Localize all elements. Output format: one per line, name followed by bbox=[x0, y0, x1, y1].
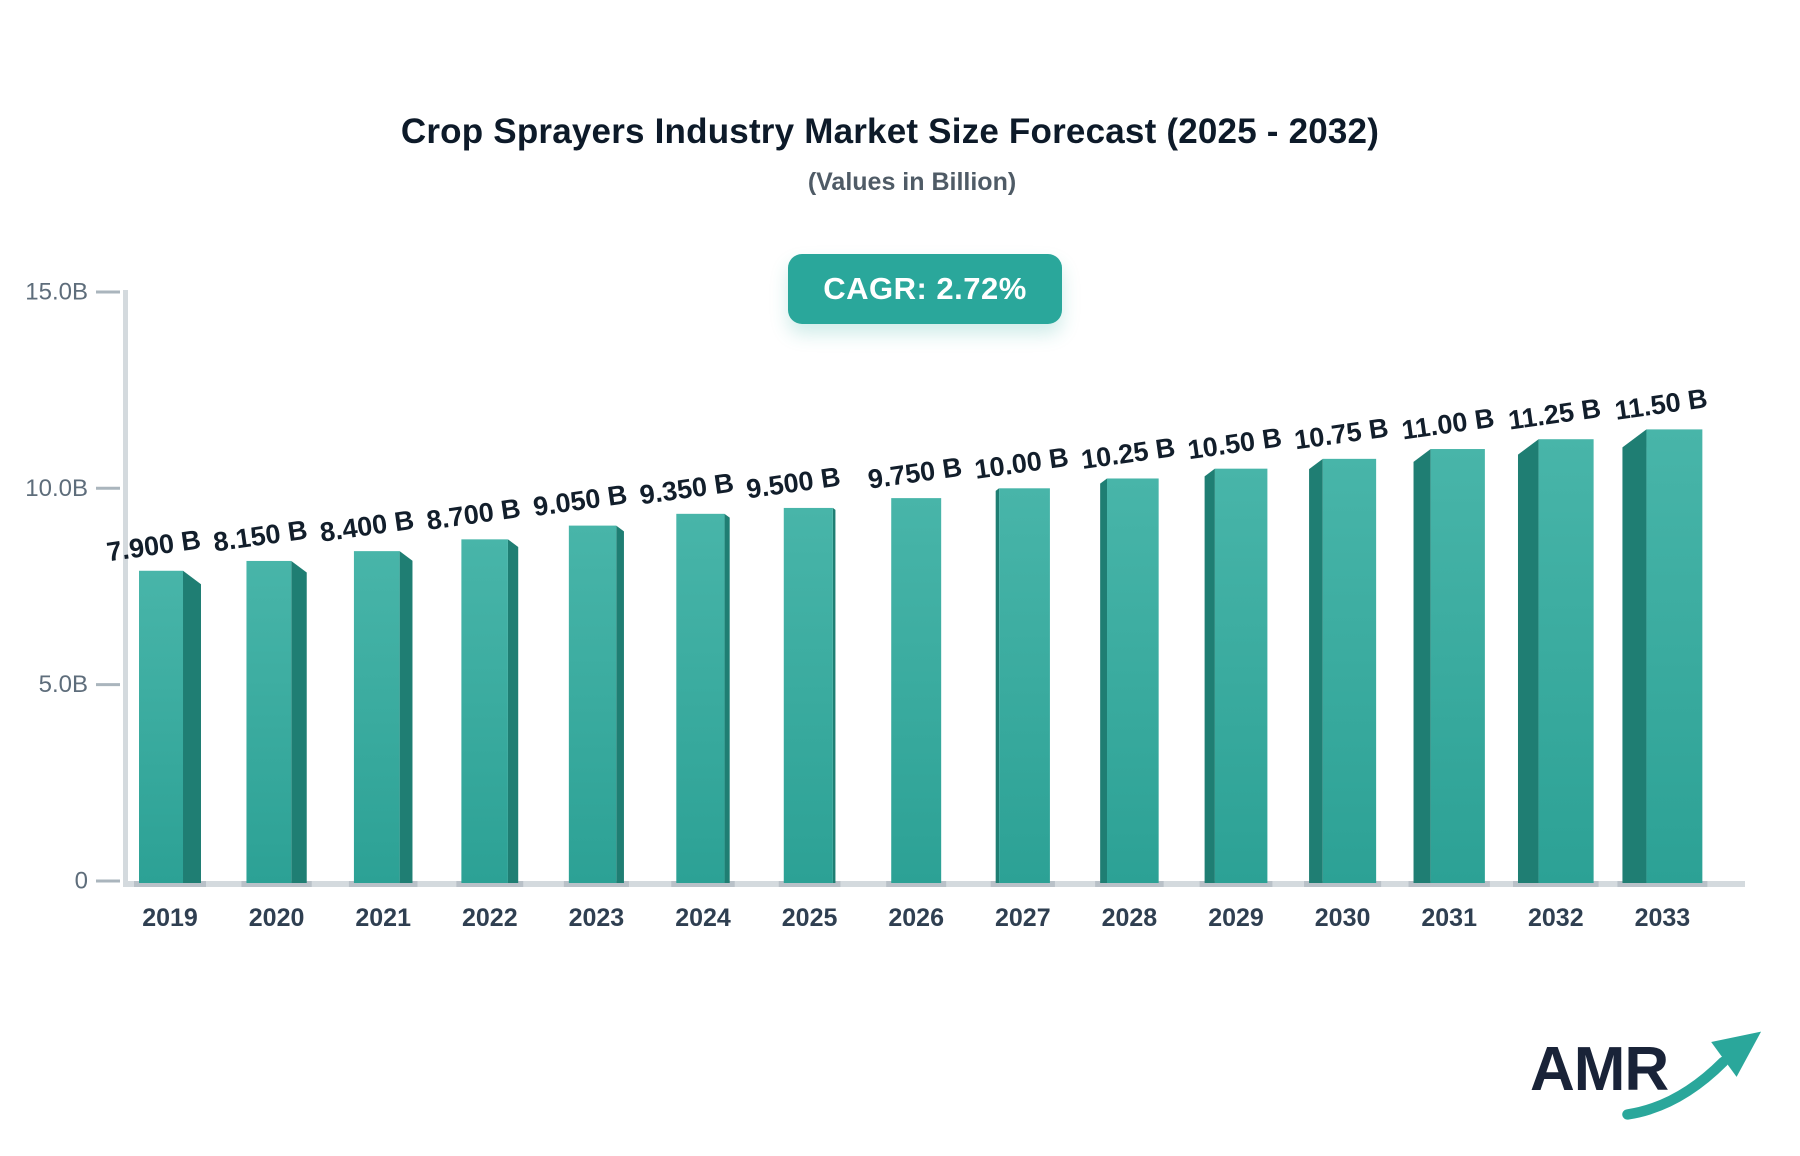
bar-2030 bbox=[1322, 458, 1377, 883]
bar-value-label-2024: 9.350 B bbox=[638, 467, 736, 510]
x-axis-label-2021: 2021 bbox=[355, 904, 411, 932]
bar-base-shadow bbox=[671, 881, 735, 887]
bar-2023 bbox=[568, 525, 617, 883]
bar-2020 bbox=[246, 560, 292, 883]
bar-base-shadow bbox=[1512, 881, 1599, 887]
bar-2019 bbox=[139, 570, 184, 883]
bar-value-label-2023: 9.050 B bbox=[531, 479, 629, 522]
bar-value-label-2026: 9.750 B bbox=[866, 452, 964, 495]
y-tick-label: 5.0B bbox=[39, 671, 88, 698]
cagr-badge-label: CAGR: 2.72% bbox=[823, 271, 1027, 306]
bar-2028 bbox=[1107, 478, 1159, 883]
bar-side-2024 bbox=[724, 513, 730, 883]
x-axis-label-2022: 2022 bbox=[462, 904, 518, 932]
bar-base-shadow bbox=[1304, 881, 1382, 887]
x-axis-label-2020: 2020 bbox=[249, 904, 305, 932]
bar-base-shadow bbox=[1199, 881, 1273, 887]
bar-side-2027 bbox=[995, 488, 1000, 883]
bar-2022 bbox=[461, 539, 508, 883]
bar-value-label-2019: 7.900 B bbox=[105, 524, 203, 567]
y-tick-label: 15.0B bbox=[25, 278, 88, 305]
x-axis-label-2024: 2024 bbox=[675, 904, 731, 932]
bar-side-2029 bbox=[1204, 468, 1215, 883]
bar-value-label-2032: 11.25 B bbox=[1506, 393, 1602, 436]
bar-2029 bbox=[1214, 468, 1268, 883]
bar-value-label-2030: 10.75 B bbox=[1292, 412, 1390, 455]
bar-side-2033 bbox=[1622, 429, 1647, 883]
y-tick-label: 0 bbox=[75, 868, 88, 895]
y-axis-line bbox=[123, 290, 128, 884]
bar-2026 bbox=[891, 498, 942, 883]
growth-arrow-icon bbox=[1622, 1031, 1762, 1120]
bar-2033 bbox=[1646, 429, 1703, 883]
chart-subtitle: (Values in Billion) bbox=[807, 168, 1017, 196]
bar-side-2021 bbox=[399, 551, 413, 883]
bar-value-label-2033: 11.50 B bbox=[1613, 383, 1709, 426]
bar-2032 bbox=[1538, 439, 1594, 883]
x-axis-label-2026: 2026 bbox=[888, 904, 944, 932]
bar-base-shadow bbox=[1095, 881, 1164, 887]
bar-side-2030 bbox=[1309, 458, 1323, 883]
bar-base-shadow bbox=[241, 881, 312, 887]
bar-value-label-2020: 8.150 B bbox=[211, 515, 309, 558]
bar-side-2031 bbox=[1413, 449, 1431, 883]
x-axis-label-2030: 2030 bbox=[1315, 904, 1371, 932]
bar-base-shadow bbox=[348, 881, 418, 887]
bar-side-2025 bbox=[832, 507, 836, 883]
x-axis-label-2028: 2028 bbox=[1102, 904, 1158, 932]
x-axis-label-2025: 2025 bbox=[782, 904, 838, 932]
bar-base-shadow bbox=[1408, 881, 1490, 887]
amr-logo-text: AMR bbox=[1530, 1035, 1669, 1104]
y-tick-label: 10.0B bbox=[25, 475, 88, 502]
bar-value-label-2031: 11.00 B bbox=[1400, 403, 1496, 446]
x-axis-label-2029: 2029 bbox=[1208, 904, 1264, 932]
bar-base-shadow bbox=[134, 881, 206, 887]
bar-side-2032 bbox=[1517, 439, 1539, 883]
bar-side-2020 bbox=[291, 560, 307, 883]
bar-value-label-2021: 8.400 B bbox=[318, 505, 416, 548]
bar-value-label-2028: 10.25 B bbox=[1079, 432, 1177, 475]
cagr-badge: CAGR: 2.72% bbox=[788, 254, 1062, 324]
bar-side-2028 bbox=[1100, 478, 1108, 883]
bar-base-shadow bbox=[563, 881, 629, 887]
bar-base-shadow bbox=[1617, 881, 1708, 887]
x-axis-label-2027: 2027 bbox=[995, 904, 1051, 932]
bar-2021 bbox=[353, 551, 400, 883]
x-axis-label-2023: 2023 bbox=[569, 904, 625, 932]
bar-2024 bbox=[676, 513, 725, 883]
bar-base-shadow bbox=[886, 881, 947, 887]
x-axis-label-2031: 2031 bbox=[1421, 904, 1477, 932]
bar-base-shadow bbox=[456, 881, 524, 887]
bar-base-shadow bbox=[778, 881, 841, 887]
bar-value-label-2027: 10.00 B bbox=[973, 442, 1071, 485]
bar-value-label-2022: 8.700 B bbox=[425, 493, 523, 536]
x-axis-label-2033: 2033 bbox=[1635, 904, 1691, 932]
bar-value-label-2025: 9.500 B bbox=[744, 462, 842, 505]
x-axis-label-2019: 2019 bbox=[142, 904, 198, 932]
bar-side-2023 bbox=[616, 525, 624, 883]
bar-base-shadow bbox=[990, 881, 1055, 887]
bar-2031 bbox=[1430, 449, 1485, 883]
bar-side-2022 bbox=[507, 539, 519, 883]
chart-title: Crop Sprayers Industry Market Size Forec… bbox=[400, 112, 1380, 151]
bar-value-label-2029: 10.50 B bbox=[1186, 422, 1284, 465]
bar-side-2019 bbox=[183, 570, 201, 883]
amr-logo: AMR bbox=[1530, 1018, 1790, 1138]
bar-2027 bbox=[999, 488, 1050, 883]
x-axis-label-2032: 2032 bbox=[1528, 904, 1584, 932]
bar-2025 bbox=[783, 507, 833, 883]
